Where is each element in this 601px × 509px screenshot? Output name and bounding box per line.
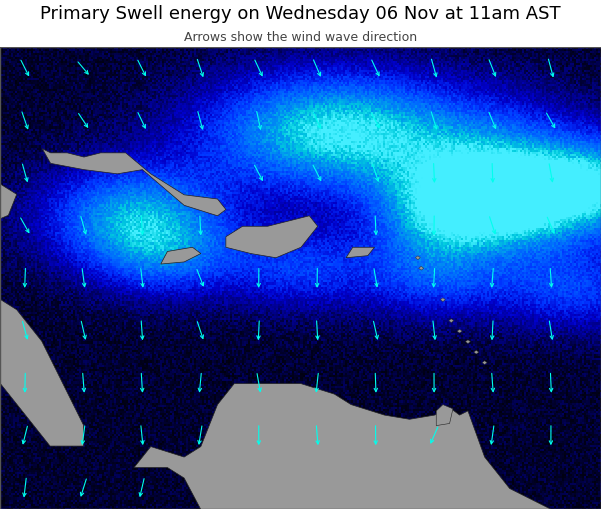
Bar (0, 48, 601, 509)
Text: Primary Swell energy on Wednesday 06 Nov at 11am AST: Primary Swell energy on Wednesday 06 Nov… (40, 5, 561, 22)
Text: Arrows show the wind wave direction: Arrows show the wind wave direction (184, 31, 417, 44)
